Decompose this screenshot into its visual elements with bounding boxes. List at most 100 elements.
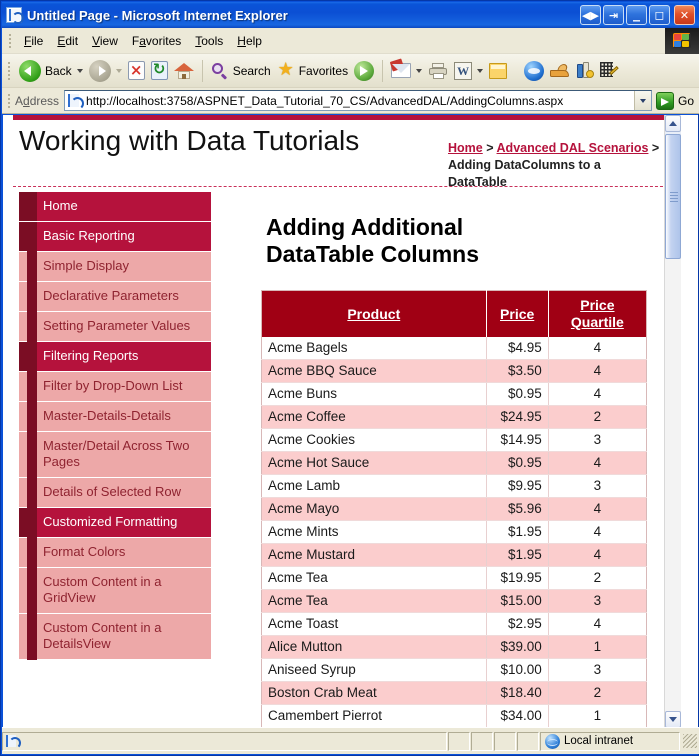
sidebar-item-custom-content-in-a-detailsview[interactable]: Custom Content in a DetailsView <box>19 613 211 660</box>
sidebar-item-custom-content-in-a-gridview[interactable]: Custom Content in a GridView <box>19 567 211 614</box>
sidebar-item-format-colors[interactable]: Format Colors <box>19 537 211 568</box>
edit-page-button[interactable] <box>597 58 621 84</box>
forward-button[interactable] <box>86 58 125 84</box>
cell-price: $14.95 <box>486 428 549 452</box>
edit-dropdown-icon[interactable] <box>477 68 484 73</box>
menu-tools[interactable]: Tools <box>195 33 224 48</box>
grid-header-price-quartile[interactable]: Price Quartile <box>548 290 647 337</box>
breadcrumb-home-link[interactable]: Home <box>448 141 483 155</box>
sidebar-item-filtering-reports[interactable]: Filtering Reports <box>19 342 211 372</box>
sidebar-nav: Home Basic Reporting Simple Display Decl… <box>19 192 211 660</box>
page-viewport: Working with Data Tutorials Home > Advan… <box>3 115 698 728</box>
shoe-button[interactable] <box>547 58 573 84</box>
close-button[interactable]: ✕ <box>674 5 695 25</box>
scrollbar-thumb[interactable] <box>665 134 681 259</box>
menu-favorites[interactable]: Favorites <box>131 33 182 48</box>
ie-page-icon <box>6 7 24 24</box>
sidebar-item-details-of-selected-row[interactable]: Details of Selected Row <box>19 477 211 508</box>
sidebar-item-home[interactable]: Home <box>19 192 211 222</box>
restore-down-button[interactable]: ⇥ <box>603 5 624 25</box>
cell-price: $0.95 <box>486 382 549 406</box>
sidebar-item-customized-formatting[interactable]: Customized Formatting <box>19 508 211 538</box>
sidebar-item-master-detail-across-two-pages[interactable]: Master/Detail Across Two Pages <box>19 431 211 478</box>
messenger-button[interactable] <box>521 58 547 84</box>
menu-edit[interactable]: Edit <box>57 33 79 48</box>
refresh-button[interactable] <box>148 58 171 84</box>
cell-price: $3.50 <box>486 359 549 383</box>
address-input[interactable]: http://localhost:3758/ASPNET_Data_Tutori… <box>64 90 652 111</box>
cell-product: Acme Mints <box>261 520 487 544</box>
table-row: Acme Coffee $24.95 2 <box>261 405 647 429</box>
breadcrumb-section-link[interactable]: Advanced DAL Scenarios <box>496 141 649 155</box>
sidebar-item-label: Details of Selected Row <box>43 484 182 499</box>
back-button[interactable]: Back <box>16 58 86 84</box>
forward-icon <box>88 59 111 82</box>
sidebar-item-declarative-parameters[interactable]: Declarative Parameters <box>19 281 211 312</box>
sort-link-price-quartile[interactable]: Price Quartile <box>570 297 624 330</box>
history-button[interactable] <box>573 58 597 84</box>
page-scrollbar[interactable] <box>664 115 681 728</box>
favorites-star-icon: ★ <box>277 58 294 80</box>
security-zone-panel[interactable]: Local intranet <box>540 731 680 751</box>
status-panel-3 <box>494 731 516 751</box>
home-button[interactable] <box>171 58 197 84</box>
restore-group-button[interactable]: ◀▶ <box>580 5 601 25</box>
sidebar-item-filter-by-drop-down-list[interactable]: Filter by Drop-Down List <box>19 371 211 402</box>
menu-view[interactable]: View <box>92 33 118 48</box>
scrollbar-track-below[interactable] <box>665 259 681 711</box>
maximize-button[interactable]: ◻ <box>649 5 670 25</box>
back-dropdown-icon[interactable] <box>76 68 83 73</box>
table-row: Acme Tea $19.95 2 <box>261 566 647 590</box>
print-button[interactable] <box>425 58 451 84</box>
cell-price-quartile: 1 <box>548 704 647 728</box>
cell-price: $15.00 <box>486 589 549 613</box>
menu-help[interactable]: Help <box>237 33 262 48</box>
sidebar-item-master-details-details[interactable]: Master-Details-Details <box>19 401 211 432</box>
edit-word-button[interactable] <box>451 58 486 84</box>
table-row: Acme BBQ Sauce $3.50 4 <box>261 359 647 383</box>
sidebar-item-setting-parameter-values[interactable]: Setting Parameter Values <box>19 311 211 342</box>
media-button[interactable] <box>351 58 377 84</box>
table-row: Acme Hot Sauce $0.95 4 <box>261 451 647 475</box>
address-drag-handle[interactable] <box>5 92 13 110</box>
notes-button[interactable] <box>486 58 510 84</box>
restore-down-icon: ⇥ <box>608 8 619 22</box>
menu-drag-handle[interactable] <box>6 32 14 50</box>
breadcrumb-current: Adding DataColumns to a DataTable <box>448 158 601 189</box>
toolbar-drag-handle[interactable] <box>5 60 13 82</box>
menu-file[interactable]: File <box>24 33 44 48</box>
cell-price-quartile: 4 <box>548 382 647 406</box>
table-row: Boston Crab Meat $18.40 2 <box>261 681 647 705</box>
window-resize-grip[interactable] <box>683 734 697 748</box>
sort-link-product[interactable]: Product <box>347 305 401 322</box>
address-history-dropdown[interactable] <box>633 91 651 110</box>
mail-dropdown-icon[interactable] <box>416 68 423 73</box>
go-button[interactable]: Go <box>652 91 699 110</box>
mail-button[interactable] <box>388 58 425 84</box>
minimize-button[interactable]: _ <box>626 5 647 25</box>
sidebar-item-simple-display[interactable]: Simple Display <box>19 251 211 282</box>
intranet-globe-icon <box>545 733 560 749</box>
cell-price-quartile: 1 <box>548 635 647 659</box>
cell-price: $4.95 <box>486 337 549 360</box>
cell-product: Aniseed Syrup <box>261 658 487 682</box>
search-button[interactable]: Search <box>208 58 274 84</box>
web-page: Working with Data Tutorials Home > Advan… <box>3 115 681 728</box>
sidebar-item-label: Declarative Parameters <box>43 288 179 303</box>
sidebar-item-basic-reporting[interactable]: Basic Reporting <box>19 222 211 252</box>
grid-header-price[interactable]: Price <box>486 290 549 337</box>
grid-header-product[interactable]: Product <box>261 290 487 337</box>
scroll-up-button[interactable] <box>665 115 681 132</box>
messenger-icon <box>524 60 545 81</box>
content-heading: Adding Additional DataTable Columns <box>266 214 479 267</box>
favorites-button[interactable]: ★ Favorites <box>274 58 351 84</box>
edit-word-icon <box>454 61 473 80</box>
search-label: Search <box>232 63 271 78</box>
scroll-down-button[interactable] <box>665 711 681 728</box>
scrollbar-track-above[interactable] <box>665 132 681 134</box>
edit-page-icon <box>600 61 619 80</box>
stop-button[interactable] <box>125 58 148 84</box>
sort-link-price[interactable]: Price <box>500 305 535 322</box>
forward-dropdown-icon[interactable] <box>115 68 122 73</box>
table-row: Camembert Pierrot $34.00 1 <box>261 704 647 728</box>
